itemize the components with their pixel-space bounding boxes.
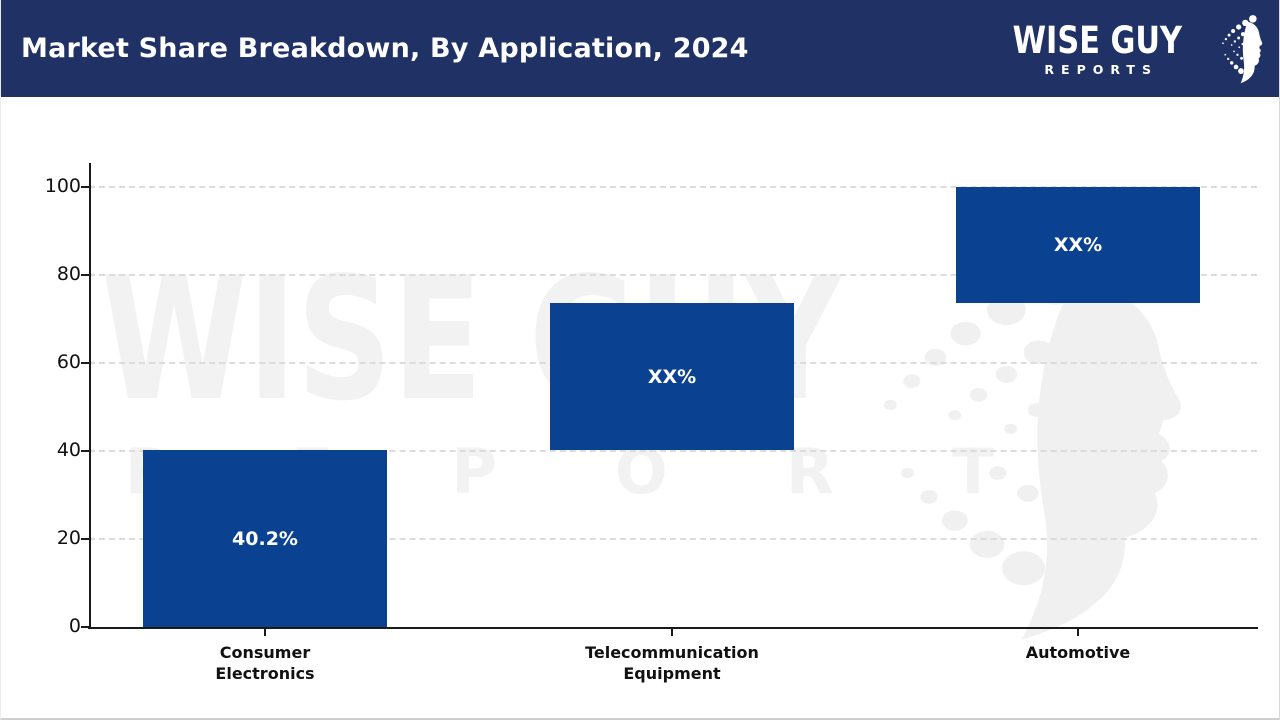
y-tick-label: 80	[56, 263, 81, 285]
x-tick-mark	[671, 627, 673, 636]
y-tick-mark	[81, 626, 89, 628]
logo-wordmark: WISE GUY	[1012, 18, 1183, 62]
wise-guy-reports-logo: WISE GUY REPORTS	[994, 8, 1263, 90]
y-tick-mark	[81, 274, 89, 276]
x-category-label: Telecommunication Equipment	[502, 642, 842, 684]
page-title: Market Share Breakdown, By Application, …	[21, 33, 749, 64]
logo-text: WISE GUY REPORTS	[994, 22, 1201, 77]
x-category-label: Consumer Electronics	[95, 642, 435, 684]
y-axis-line	[89, 163, 91, 629]
x-category-label: Automotive	[908, 642, 1248, 663]
x-category-label-line: Electronics	[215, 664, 315, 683]
bar-value-label: 40.2%	[232, 527, 298, 550]
x-tick-mark	[1077, 627, 1079, 636]
y-tick-label: 20	[56, 527, 81, 549]
y-tick-label: 40	[56, 439, 81, 461]
y-tick-label: 60	[56, 351, 81, 373]
gridline	[89, 274, 1257, 276]
gridline	[89, 450, 1257, 452]
gridline	[89, 186, 1257, 188]
bar-value-label: XX%	[647, 365, 697, 388]
x-axis-line	[88, 627, 1258, 629]
gridline	[89, 538, 1257, 540]
x-category-label-line: Consumer	[219, 643, 311, 662]
y-tick-label: 0	[68, 615, 81, 637]
y-tick-mark	[81, 538, 89, 540]
y-tick-mark	[81, 450, 89, 452]
bar-telecommunication-equipment: XX%	[550, 303, 794, 451]
bar-value-label: XX%	[1053, 234, 1103, 257]
y-tick-mark	[81, 362, 89, 364]
logo-subtitle: REPORTS	[1044, 61, 1158, 77]
dotted-face-profile-icon	[1205, 12, 1263, 86]
y-tick-mark	[81, 186, 89, 188]
y-tick-label: 100	[44, 175, 81, 197]
x-category-label-line: Equipment	[623, 664, 721, 683]
waterfall-chart: WISE GUY R E P O R T S 0 20 40 60 80 100 40.2%…	[1, 97, 1280, 718]
x-category-label-line: Telecommunication	[585, 643, 759, 662]
header-bar: Market Share Breakdown, By Application, …	[1, 0, 1279, 97]
bar-consumer-electronics: 40.2%	[143, 450, 387, 627]
x-tick-mark	[264, 627, 266, 636]
x-category-label-line: Automotive	[1025, 643, 1131, 662]
bar-automotive: XX%	[956, 187, 1200, 304]
